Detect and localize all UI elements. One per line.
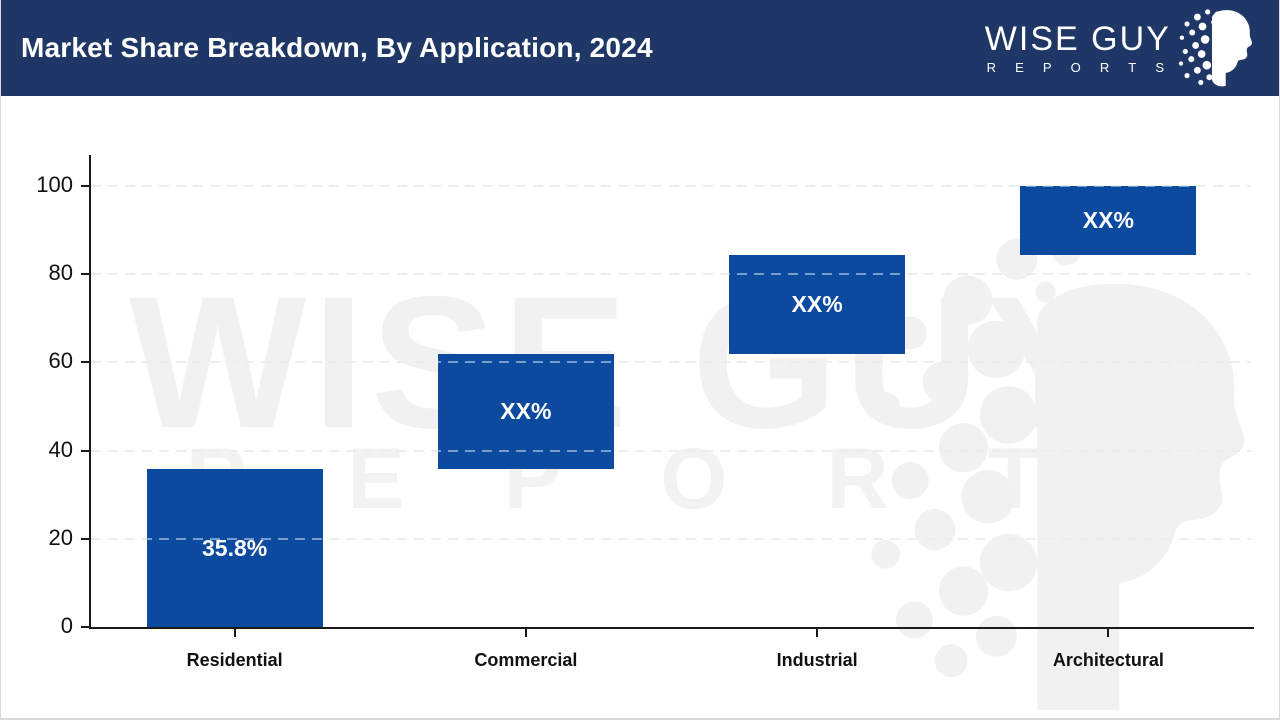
y-axis-line — [89, 155, 91, 629]
gridline — [91, 361, 1251, 364]
wise-guy-logo: WISE GUY R E P O R T S — [983, 5, 1261, 91]
gridline-overlay — [91, 273, 1251, 276]
gridline — [91, 537, 1251, 540]
x-tick-mark — [233, 629, 236, 637]
y-tick-label: 80 — [48, 260, 73, 286]
x-tick-label: Architectural — [1052, 650, 1164, 670]
bar-residential: 35.8% — [146, 469, 323, 627]
x-tick-label: Residential — [186, 650, 283, 670]
y-tick-label: 20 — [48, 524, 73, 550]
gridline-overlay — [91, 537, 1251, 540]
gridline-overlay — [91, 361, 1251, 364]
x-tick-mark — [524, 629, 527, 637]
logo-subtext: R E P O R T S — [986, 59, 1173, 75]
x-tick-mark — [1107, 629, 1110, 637]
watermark-face-icon — [871, 236, 1245, 710]
bar-commercial: XX% — [437, 353, 614, 470]
bar-industrial: XX% — [729, 254, 906, 354]
y-tick-mark — [81, 449, 89, 452]
bar-architectural: XX% — [1020, 185, 1197, 255]
plot-area: 0 20 40 60 80 100 35.8% Residential XX% Commercia… — [36, 155, 1254, 670]
gridline-overlay — [91, 449, 1251, 452]
gridline — [91, 184, 1251, 187]
y-tick-mark — [81, 184, 89, 187]
y-tick-label: 100 — [36, 171, 73, 197]
gridline — [91, 449, 1251, 452]
x-tick-mark — [816, 629, 819, 637]
gridline-overlay — [91, 184, 1251, 187]
logo-text: WISE GUY R E P O R T S — [983, 22, 1173, 75]
bar-value-label: XX% — [500, 397, 552, 424]
bar-value-label: 35.8% — [202, 534, 268, 561]
logo-face-icon — [1178, 9, 1252, 87]
header: Market Share Breakdown, By Application, … — [1, 0, 1279, 96]
y-tick-label: 0 — [60, 613, 73, 638]
gridline — [91, 273, 1251, 276]
bar-value-label: XX% — [1082, 206, 1134, 233]
x-tick-label: Commercial — [474, 650, 578, 670]
x-tick-label: Industrial — [776, 650, 858, 670]
x-axis-line — [89, 627, 1254, 629]
page-title: Market Share Breakdown, By Application, … — [21, 32, 653, 63]
logo-wordmark: WISE GUY — [984, 19, 1171, 58]
y-tick-label: 60 — [48, 348, 73, 374]
y-tick-mark — [81, 273, 89, 276]
y-tick-label: 40 — [48, 436, 73, 462]
bar-value-label: XX% — [791, 290, 843, 317]
y-tick-mark — [81, 626, 89, 628]
y-tick-mark — [81, 537, 89, 540]
y-tick-mark — [81, 361, 89, 364]
